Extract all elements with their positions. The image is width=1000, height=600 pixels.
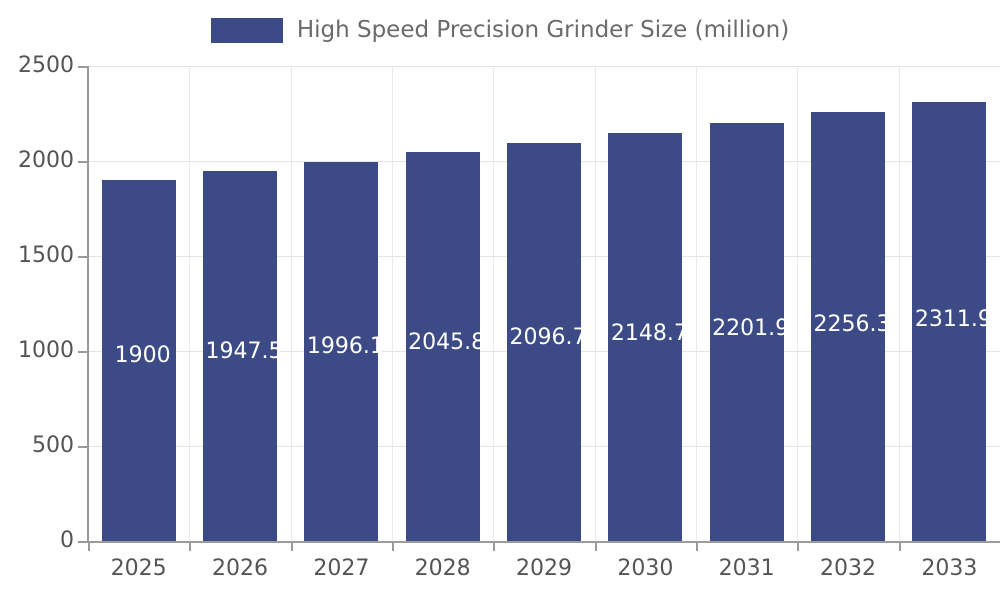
y-tick-label: 0 <box>60 528 74 553</box>
category-separator <box>797 66 798 541</box>
x-tick-label: 2026 <box>212 556 268 581</box>
y-axis-line <box>87 66 89 541</box>
x-axis-line <box>88 541 1000 543</box>
y-gridline <box>88 66 1000 67</box>
x-tick-mark <box>189 541 191 551</box>
bar[interactable] <box>304 161 379 541</box>
y-tick-label: 500 <box>32 433 74 458</box>
x-tick-mark <box>291 541 293 551</box>
x-tick-label: 2031 <box>718 556 775 581</box>
category-separator <box>696 66 697 541</box>
x-tick-mark <box>392 541 394 551</box>
x-tick-mark <box>696 541 698 551</box>
x-tick-label: 2030 <box>617 556 674 581</box>
plot-area <box>88 66 1000 542</box>
x-tick-mark <box>595 541 597 551</box>
bar[interactable] <box>709 122 784 541</box>
y-tick-label: 2500 <box>18 53 74 78</box>
y-tick-label: 1000 <box>18 338 74 363</box>
legend-color-swatch <box>210 17 283 43</box>
category-separator <box>595 66 596 541</box>
y-tick-mark <box>78 66 88 68</box>
x-tick-label: 2028 <box>414 556 471 581</box>
x-tick-mark <box>899 541 901 551</box>
y-tick-mark <box>78 256 88 258</box>
x-tick-label: 2032 <box>820 556 876 581</box>
x-tick-mark <box>88 541 90 551</box>
bar[interactable] <box>203 170 277 541</box>
x-tick-label: 2033 <box>921 556 978 581</box>
bar[interactable] <box>811 112 885 541</box>
y-tick-mark <box>78 541 88 543</box>
x-tick-label: 2025 <box>110 556 167 581</box>
bar[interactable] <box>101 180 176 541</box>
chart-legend: High Speed Precision Grinder Size (milli… <box>0 10 1000 50</box>
y-tick-mark <box>78 446 88 448</box>
y-tick-label: 2000 <box>18 148 74 173</box>
y-tick-label: 1500 <box>18 243 74 268</box>
x-tick-label: 2027 <box>313 556 370 581</box>
category-separator <box>493 66 494 541</box>
category-separator <box>392 66 393 541</box>
y-tick-mark <box>78 351 88 353</box>
y-axis-tick-labels: 0 500 1000 1500 2000 2500 <box>0 0 74 600</box>
bar[interactable] <box>608 132 683 541</box>
bar[interactable] <box>507 142 581 541</box>
legend-label: High Speed Precision Grinder Size (milli… <box>296 16 790 43</box>
x-tick-label: 2029 <box>516 556 572 581</box>
y-tick-mark <box>78 161 88 163</box>
category-separator <box>291 66 292 541</box>
bar[interactable] <box>405 152 480 541</box>
x-tick-mark <box>493 541 495 551</box>
category-separator <box>899 66 900 541</box>
bar[interactable] <box>912 101 987 541</box>
category-separator <box>189 66 190 541</box>
x-tick-mark <box>797 541 799 551</box>
